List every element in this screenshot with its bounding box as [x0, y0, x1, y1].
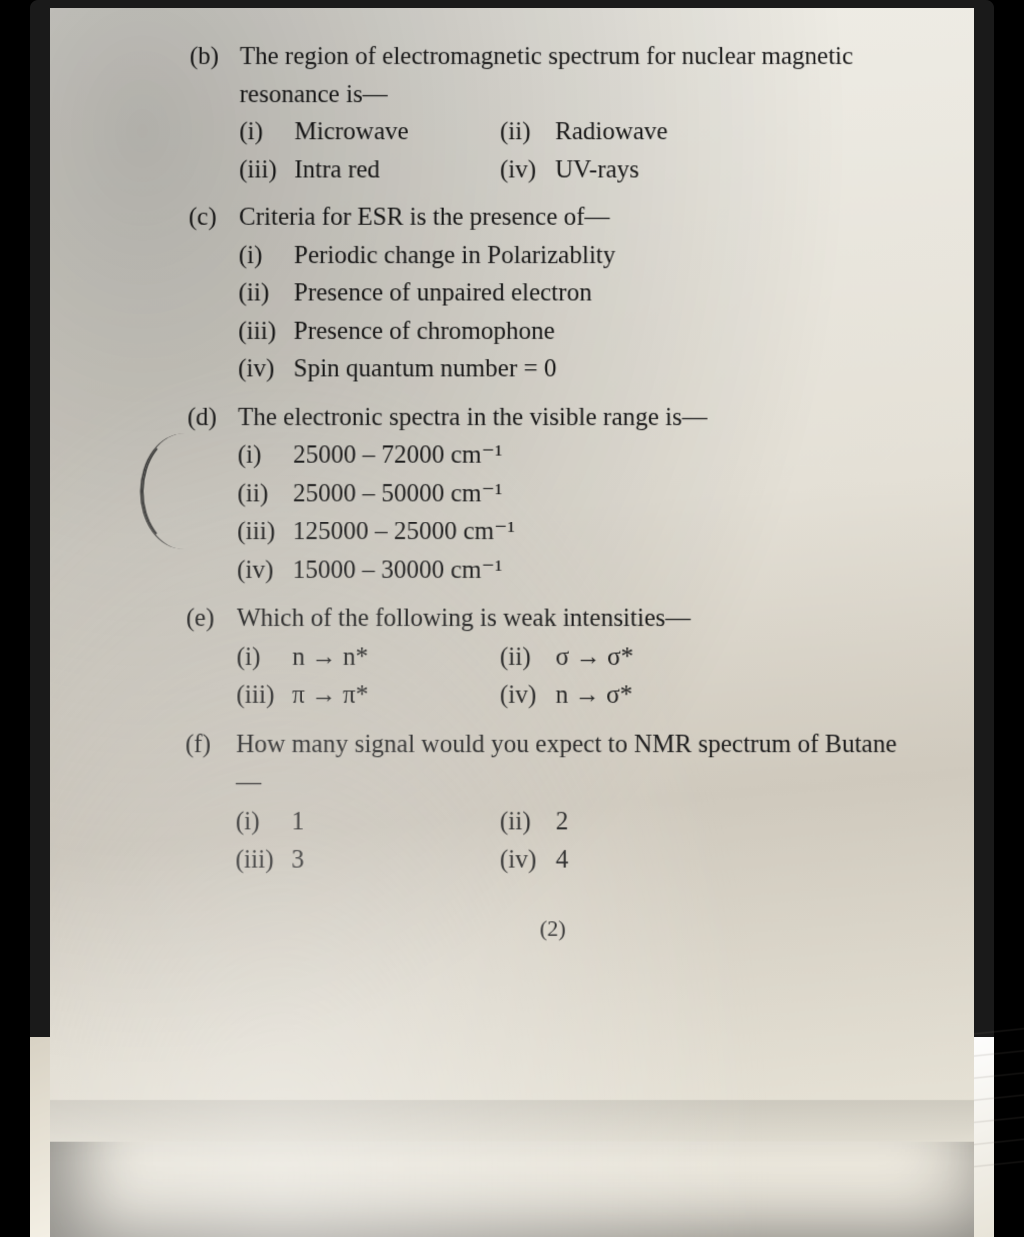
exam-paper: (b)The region of electromagnetic spectru…: [50, 8, 974, 1142]
option-label: (iii): [238, 312, 294, 350]
option: (iv)Spin quantum number = 0: [238, 350, 557, 388]
option: (iii)3: [235, 841, 499, 880]
option-label: (ii): [500, 638, 556, 676]
option: (ii)σ → σ*: [500, 638, 763, 676]
option-row: (ii)Presence of unpaired electron: [238, 274, 916, 312]
option-row: (iii)π → π*(iv)n → σ*: [236, 676, 919, 714]
option-text: UV-rays: [555, 151, 761, 189]
option: (i)n → n*: [236, 638, 499, 676]
option-label: (iii): [237, 513, 293, 551]
option-row: (i)Microwave(ii)Radiowave: [239, 113, 915, 151]
option-row: (i)n → n*(ii)σ → σ*: [236, 638, 919, 676]
option-text: 1: [291, 802, 499, 841]
option-label: (i): [236, 802, 292, 841]
option: (iii)π → π*: [236, 676, 500, 714]
option-text: 15000 – 30000 cm⁻¹: [293, 551, 503, 589]
question: (f)How many signal would you expect to N…: [185, 725, 920, 802]
option: (iv)UV-rays: [500, 151, 761, 189]
question-label: (d): [187, 398, 238, 436]
option-text: Periodic change in Polarizablity: [294, 236, 616, 274]
option-label: (i): [238, 436, 294, 474]
question-label: (c): [189, 199, 239, 237]
page-number: (2): [184, 910, 921, 944]
options: (i)25000 – 72000 cm⁻¹(ii)25000 – 50000 c…: [237, 436, 919, 589]
options: (i)1(ii)2(iii)3(iv)4: [235, 802, 920, 879]
option-label: (iv): [500, 151, 555, 189]
option-row: (iii)Intra red(iv)UV-rays: [239, 151, 915, 189]
option-text: 2: [556, 802, 764, 841]
option: (ii)Presence of unpaired electron: [238, 274, 591, 312]
screen: (b)The region of electromagnetic spectru…: [50, 8, 974, 1237]
option-label: (ii): [500, 802, 556, 841]
option-text: n → n*: [292, 638, 500, 676]
option-row: (iii)125000 – 25000 cm⁻¹: [237, 513, 918, 551]
option: (i)Periodic change in Polarizablity: [239, 236, 616, 274]
option-label: (ii): [238, 274, 293, 312]
option-text: π → π*: [292, 676, 500, 714]
option-row: (i)Periodic change in Polarizablity: [239, 236, 916, 274]
option-label: (iii): [235, 841, 291, 880]
option-text: 25000 – 72000 cm⁻¹: [293, 436, 502, 474]
question: (d)The electronic spectra in the visible…: [187, 398, 917, 436]
option: (i)1: [236, 802, 500, 841]
question: (e)Which of the following is weak intens…: [186, 599, 919, 637]
options: (i)Microwave(ii)Radiowave(iii)Intra red(…: [239, 113, 915, 188]
phone-frame: (b)The region of electromagnetic spectru…: [30, 0, 994, 1237]
option: (iv)4: [500, 841, 764, 880]
option-row: (i)25000 – 72000 cm⁻¹: [238, 436, 918, 474]
option-label: (iv): [500, 676, 556, 714]
options: (i)n → n*(ii)σ → σ*(iii)π → π*(iv)n → σ*: [236, 638, 919, 715]
option-text: Intra red: [294, 151, 500, 189]
option-label: (ii): [500, 113, 555, 151]
question: (b)The region of electromagnetic spectru…: [189, 38, 914, 113]
question-label: (b): [189, 38, 239, 113]
option: (i)Microwave: [239, 113, 500, 151]
handwritten-paren: [141, 433, 188, 549]
option: (iii)Presence of chromophone: [238, 312, 555, 350]
question-label: (e): [186, 599, 237, 637]
option: (iii)125000 – 25000 cm⁻¹: [237, 513, 515, 551]
option-text: n → σ*: [556, 676, 764, 714]
option-row: (iii)Presence of chromophone: [238, 312, 916, 350]
option-text: 25000 – 50000 cm⁻¹: [293, 474, 503, 512]
option-text: 4: [556, 841, 764, 880]
option-text: 3: [291, 841, 499, 880]
options: (i)Periodic change in Polarizablity(ii)P…: [238, 236, 917, 388]
option-row: (i)1(ii)2: [236, 802, 921, 841]
option-text: Spin quantum number = 0: [293, 350, 556, 388]
question-text: How many signal would you expect to NMR …: [236, 725, 920, 802]
question-text: Criteria for ESR is the presence of—: [239, 199, 916, 237]
option-row: (iv)15000 – 30000 cm⁻¹: [237, 551, 919, 589]
option: (i)25000 – 72000 cm⁻¹: [238, 436, 503, 474]
option-row: (ii)25000 – 50000 cm⁻¹: [237, 474, 918, 512]
option-text: σ → σ*: [556, 638, 764, 676]
option-row: (iv)Spin quantum number = 0: [238, 350, 917, 388]
option-label: (i): [236, 638, 292, 676]
option-label: (iv): [500, 841, 556, 880]
option: (ii)Radiowave: [500, 113, 761, 151]
option-label: (iv): [238, 350, 294, 388]
option-label: (i): [239, 113, 294, 151]
option: (iv)n → σ*: [500, 676, 764, 714]
question-text: Which of the following is weak intensiti…: [237, 599, 919, 637]
option-label: (iii): [236, 676, 292, 714]
option-label: (iii): [239, 151, 294, 189]
question-text: The region of electromagnetic spectrum f…: [239, 38, 914, 113]
option-row: (iii)3(iv)4: [235, 841, 920, 880]
option-text: Microwave: [294, 113, 500, 151]
option-text: Presence of unpaired electron: [294, 274, 592, 312]
question-label: (f): [185, 725, 236, 802]
option-text: Radiowave: [555, 113, 761, 151]
question: (c)Criteria for ESR is the presence of—: [189, 199, 916, 237]
option-label: (i): [239, 236, 294, 274]
option: (ii)2: [500, 802, 764, 841]
option: (iii)Intra red: [239, 151, 500, 189]
option-text: 125000 – 25000 cm⁻¹: [293, 513, 515, 551]
question-text: The electronic spectra in the visible ra…: [238, 398, 918, 436]
option-text: Presence of chromophone: [294, 312, 555, 350]
option: (iv)15000 – 30000 cm⁻¹: [237, 551, 502, 589]
option: (ii)25000 – 50000 cm⁻¹: [237, 474, 502, 512]
option-label: (ii): [237, 474, 293, 512]
option-label: (iv): [237, 551, 293, 589]
